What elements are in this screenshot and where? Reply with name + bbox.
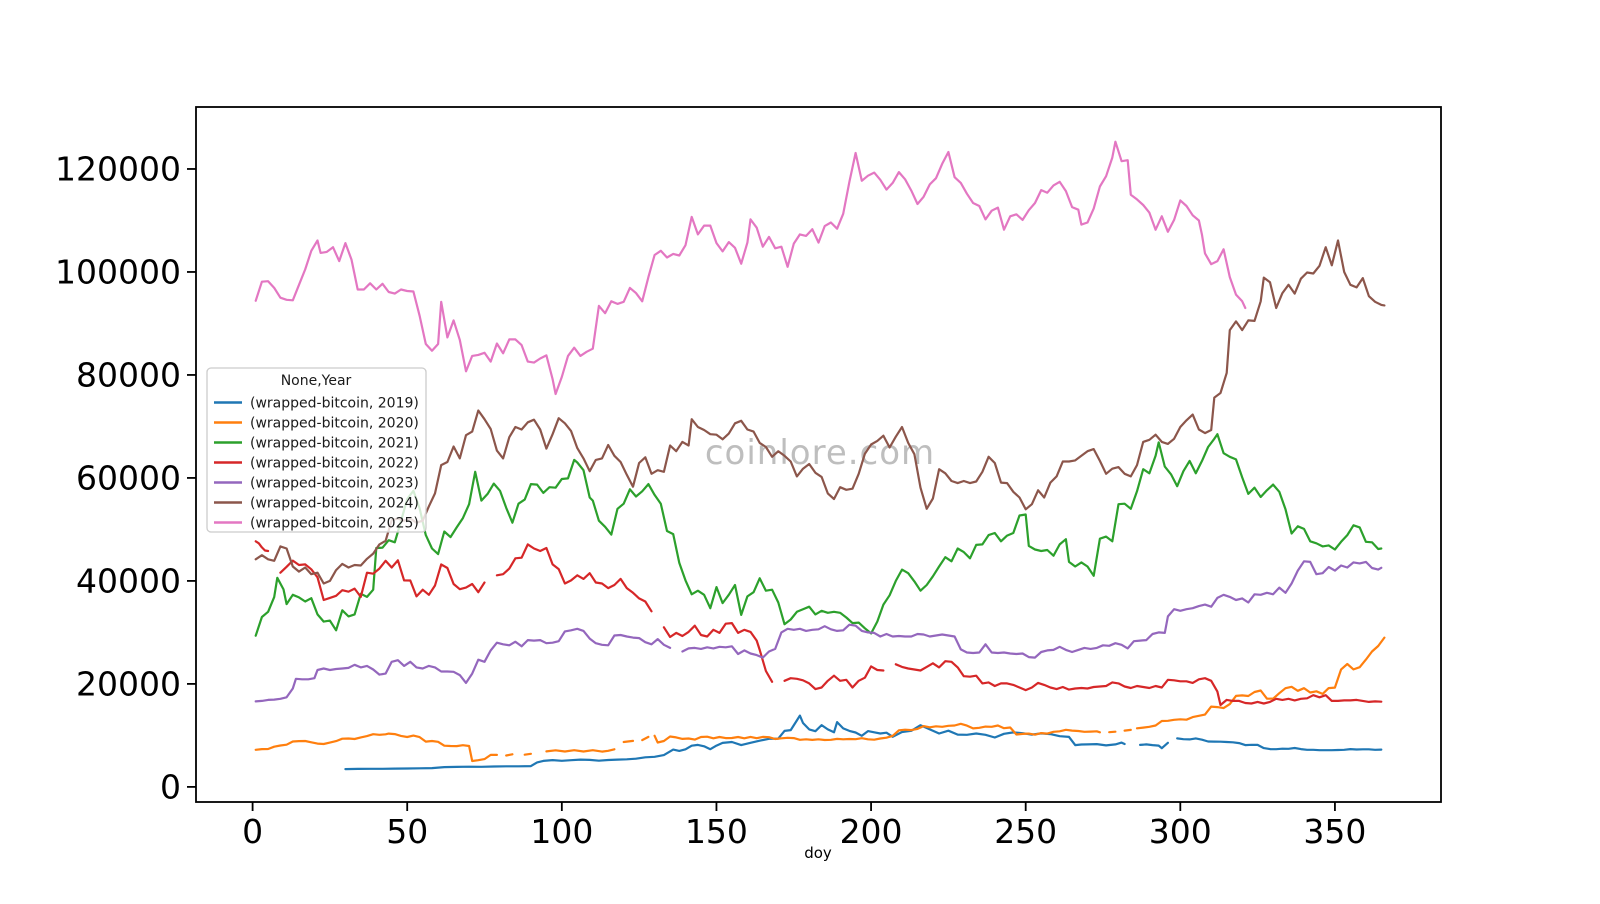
series-line-2020-seg6	[641, 735, 650, 742]
y-tick-label: 80000	[76, 355, 181, 394]
series-line-2020-seg5	[622, 739, 635, 744]
legend-label-2025: (wrapped-bitcoin, 2025)	[250, 516, 419, 532]
legend: None,Year (wrapped-bitcoin, 2019)(wrappe…	[206, 367, 427, 533]
y-tick-label: 120000	[55, 149, 181, 188]
y-tick-label: 100000	[55, 252, 181, 291]
series-line-2020-seg8	[1108, 730, 1117, 734]
series-line-2020-seg10	[1135, 636, 1386, 730]
series-line-2020-seg3	[523, 752, 533, 756]
series-line-2020-seg4	[545, 748, 616, 753]
x-tick-label: 350	[1303, 812, 1366, 851]
legend-label-2020: (wrapped-bitcoin, 2020)	[250, 416, 419, 432]
legend-label-2019: (wrapped-bitcoin, 2019)	[250, 396, 419, 412]
x-tick-label: 300	[1149, 812, 1212, 851]
series-line-2022-seg3	[495, 543, 653, 613]
y-tick-label: 20000	[76, 664, 181, 703]
series-line-2019-seg1	[344, 714, 1126, 771]
legend-label-2024: (wrapped-bitcoin, 2024)	[250, 496, 419, 512]
legend-label-2023: (wrapped-bitcoin, 2023)	[250, 476, 419, 492]
series-line-2022-seg6	[894, 660, 1383, 707]
series-line-2020-seg2	[505, 753, 514, 757]
legend-label-2022: (wrapped-bitcoin, 2022)	[250, 456, 419, 472]
series-line-2024	[254, 239, 1386, 585]
y-tick-label: 60000	[76, 458, 181, 497]
x-axis-label: doy	[804, 844, 832, 862]
y-tick-label: 0	[160, 767, 181, 806]
series-line-2023-seg2	[681, 560, 1383, 659]
plot-area	[254, 140, 1386, 771]
y-tick-label: 40000	[76, 561, 181, 600]
x-tick-label: 250	[994, 812, 1057, 851]
plot-border	[195, 106, 1442, 803]
x-tick-label: 50	[386, 812, 428, 851]
series-line-2022-seg4	[662, 621, 774, 683]
x-tick-label: 100	[530, 812, 593, 851]
series-line-2019-seg2	[1138, 741, 1170, 750]
legend-box	[206, 367, 427, 533]
series-line-2019-seg3	[1176, 737, 1383, 752]
y-axis: 0 20000 40000 60000 80000 100000 120000	[55, 149, 196, 806]
x-axis: 0 50 100 150 200 250 300 350	[242, 802, 1366, 851]
series-line-2020-seg9	[1123, 728, 1132, 732]
legend-title: None,Year	[281, 373, 352, 389]
x-tick-label: 150	[685, 812, 748, 851]
series-line-2020-seg1	[254, 732, 498, 763]
legend-entries: (wrapped-bitcoin, 2019) (wrapped-bitcoin,…	[214, 396, 419, 532]
series-line-2022-seg1	[254, 540, 270, 553]
series-line-2023-seg1	[254, 627, 672, 703]
series-line-2022-seg5	[783, 665, 885, 691]
x-tick-label: 200	[840, 812, 903, 851]
series-line-2020-seg7	[653, 722, 1102, 744]
watermark: coinlore.com	[705, 433, 935, 473]
series-line-2021	[254, 433, 1383, 637]
x-tick-label: 0	[242, 812, 263, 851]
legend-label-2021: (wrapped-bitcoin, 2021)	[250, 436, 419, 452]
series-line-2025	[254, 140, 1247, 396]
